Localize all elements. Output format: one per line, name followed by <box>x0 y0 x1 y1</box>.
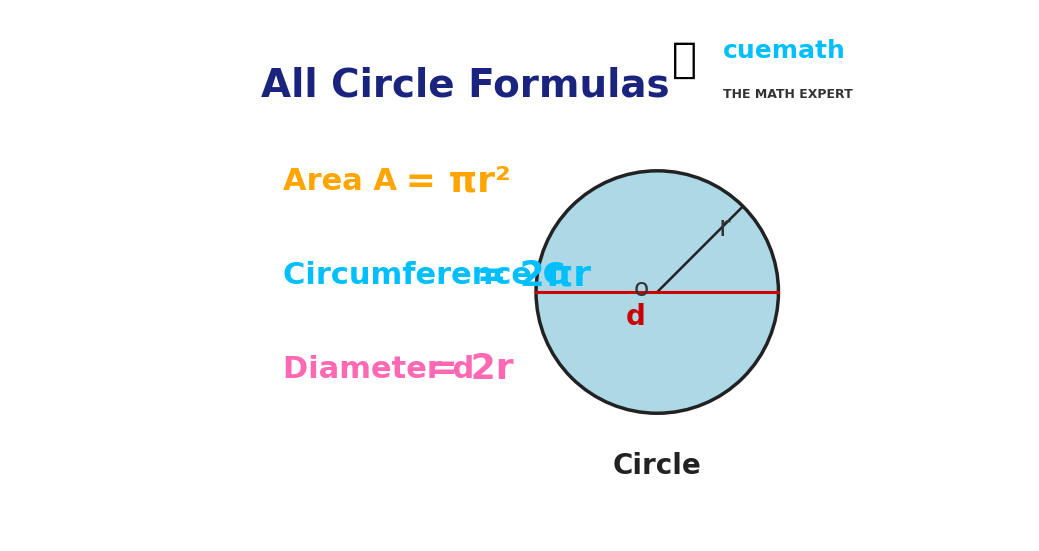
Text: Circle: Circle <box>613 452 701 480</box>
Text: cuemath: cuemath <box>723 39 846 63</box>
Text: o: o <box>634 277 649 301</box>
Text: 🚀: 🚀 <box>672 39 697 80</box>
Text: Circumference C: Circumference C <box>283 261 564 290</box>
Text: = 2r: = 2r <box>415 352 513 386</box>
Circle shape <box>536 171 778 413</box>
Text: Area A: Area A <box>283 168 397 196</box>
Text: d: d <box>625 303 645 331</box>
Text: Diameter d: Diameter d <box>283 355 474 383</box>
Text: r: r <box>719 214 730 242</box>
Text: All Circle Formulas: All Circle Formulas <box>261 66 669 104</box>
Text: = πr²: = πr² <box>393 165 510 199</box>
Text: THE MATH EXPERT: THE MATH EXPERT <box>723 88 853 101</box>
Text: = 2πr: = 2πr <box>464 258 591 293</box>
